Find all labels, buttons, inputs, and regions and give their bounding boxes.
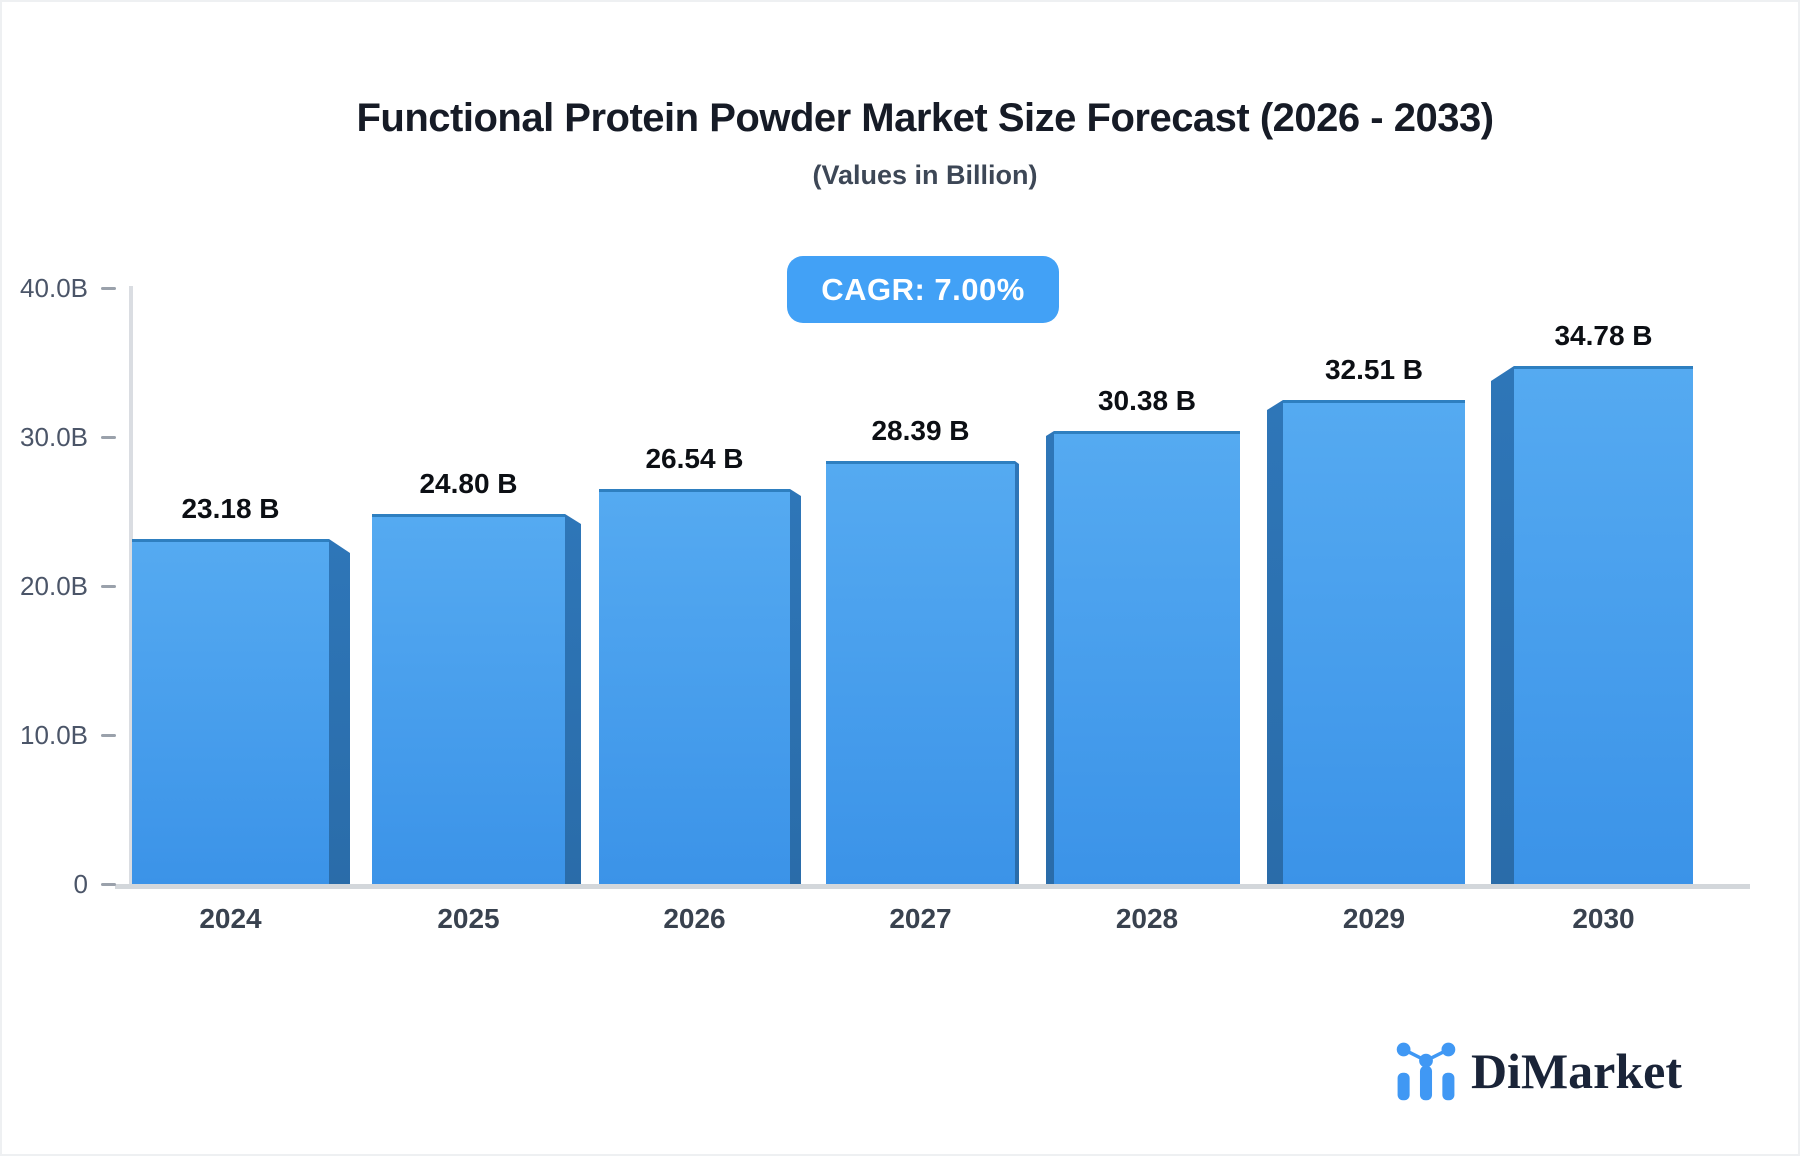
bar-face [1514,366,1693,884]
y-axis-tick-label: 0 [73,869,88,899]
y-axis-line [129,286,133,884]
brand-name: DiMarket [1470,1043,1682,1099]
bar-face [1283,400,1465,884]
bar-side-3d [565,514,581,884]
y-axis-tick-label: 10.0B [20,720,88,750]
x-axis-label: 2030 [1572,903,1635,934]
chart-title: Functional Protein Powder Market Size Fo… [356,96,1494,140]
bar-side-3d [1015,461,1019,884]
y-axis-tick-label: 30.0B [20,422,88,452]
brand-logo-icon [1396,1042,1456,1101]
x-axis-label: 2025 [437,903,500,934]
x-axis-label: 2028 [1115,903,1179,934]
bar-side-3d [329,539,350,884]
y-axis-tick-label: 20.0B [20,571,88,601]
y-axis-tick-label: 40.0B [20,273,88,303]
bar-value-label: 28.39 B [871,415,970,446]
bar-value-label: 24.80 B [419,468,518,499]
y-axis-tick-mark [101,734,116,737]
y-axis-tick-mark [101,585,116,588]
bar-side-3d [1046,431,1054,884]
bar-face [599,489,790,884]
bar-side-3d [1267,400,1283,884]
bar-side-3d [790,489,801,884]
bar-side-3d [1491,366,1514,884]
bar-value-label: 34.78 B [1554,320,1653,351]
x-axis-baseline [115,884,1750,889]
bar-value-label: 26.54 B [645,443,744,474]
cagr-badge: CAGR: 7.00% [787,256,1059,323]
chart-subtitle: (Values in Billion) [812,160,1038,190]
x-axis-label: 2029 [1342,903,1406,934]
bar-face [372,514,565,884]
x-axis-label: 2024 [199,903,262,934]
y-axis-tick-mark [101,436,116,439]
bar-value-label: 32.51 B [1324,354,1424,385]
bar-face [826,461,1015,884]
y-axis-tick-mark [101,883,116,886]
y-axis-tick-mark [101,287,116,290]
x-axis-label: 2027 [889,903,952,934]
bar-value-label: 23.18 B [181,493,280,524]
bar-face [1054,431,1240,884]
bar-face [132,539,329,884]
brand-logo: DiMarket [1395,1040,1682,1102]
bar-value-label: 30.38 B [1097,385,1197,416]
x-axis-label: 2026 [663,903,726,934]
